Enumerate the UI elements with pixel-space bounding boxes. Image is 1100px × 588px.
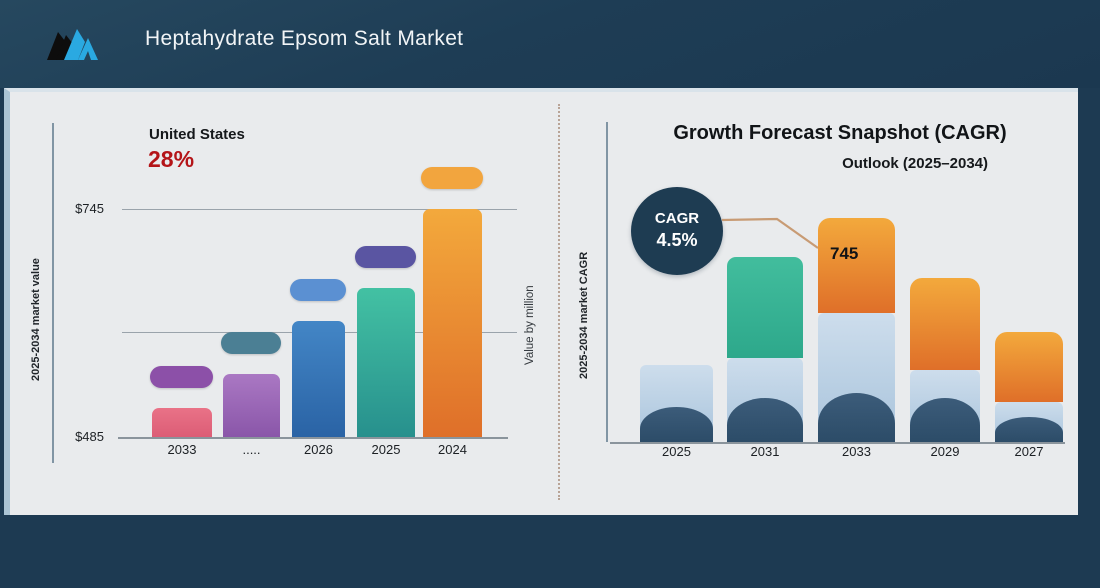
right-x-axis (610, 442, 1065, 444)
header: Heptahydrate Epsom Salt Market (0, 0, 1100, 88)
badge-connector-line (721, 217, 819, 249)
floating-cap-2026 (290, 279, 346, 302)
bar-2027-top (995, 332, 1063, 402)
left-x-tick-label: ..... (242, 442, 261, 457)
bar-2024 (423, 209, 482, 437)
right-y-axis (606, 122, 608, 442)
cagr-badge-label: CAGR (654, 210, 700, 228)
bar-2026 (292, 321, 345, 437)
right-x-tick-label: 2031 (750, 444, 780, 459)
left-x-tick-label: 2033 (167, 442, 197, 457)
left-y-axis (52, 123, 54, 463)
bar-2025-base (640, 407, 713, 442)
left-chart-highlight: 28% (148, 146, 195, 172)
bar-annotation-2033: 745 (830, 244, 859, 263)
right-x-tick-label: 2025 (662, 444, 691, 459)
bar-2029-base (910, 398, 980, 442)
right-x-tick-label: 2033 (842, 444, 871, 459)
left-x-tick-label: 2026 (304, 442, 333, 457)
bar-2031-base (727, 398, 803, 442)
bar-..... (223, 373, 280, 437)
floating-cap-..... (221, 331, 281, 354)
bar-2025 (357, 287, 415, 437)
panel-divider (558, 104, 560, 500)
left-x-axis (118, 437, 508, 439)
bar-2033 (152, 408, 212, 437)
bar-2031-top (727, 257, 803, 358)
floating-cap-2025 (355, 245, 416, 268)
left-gridline (122, 209, 517, 210)
right-x-tick-label: 2027 (1014, 444, 1044, 459)
footer: @ All Market Analysis Snapshot GlobalHep… (0, 515, 1100, 588)
left-y-tick-label: $485 (75, 429, 104, 444)
bar-2033-base (818, 393, 895, 442)
ama-logo-icon (47, 29, 98, 60)
right-x-tick-label: 2029 (930, 444, 960, 459)
left-chart-title: United States (149, 126, 245, 143)
bar-2027-base (995, 417, 1063, 442)
left-y-tick-label: $745 (75, 201, 104, 216)
floating-cap-2024 (421, 167, 483, 189)
bar-2033-top (818, 218, 895, 313)
floating-cap-2033 (150, 366, 213, 389)
right-chart-title: Growth Forecast Snapshot (CAGR) (673, 122, 1007, 144)
cagr-badge-value: 4.5% (656, 230, 698, 251)
left-x-tick-label: 2024 (438, 442, 467, 457)
bar-2029-top (910, 278, 980, 370)
cagr-badge: CAGR 4.5% (631, 187, 723, 275)
left-x-tick-label: 2025 (371, 442, 401, 457)
right-chart-subtitle: Outlook (2025–2034) (842, 155, 988, 172)
page-title: Heptahydrate Epsom Salt Market (145, 27, 464, 50)
